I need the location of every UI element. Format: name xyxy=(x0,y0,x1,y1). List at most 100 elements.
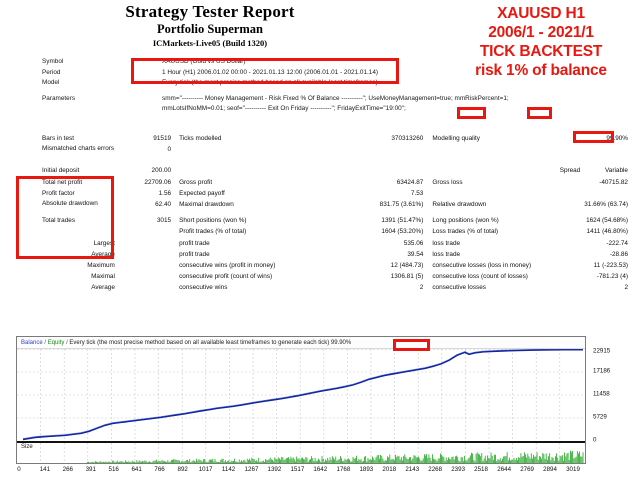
size-bar xyxy=(376,455,378,463)
size-bar xyxy=(87,461,88,463)
size-bar xyxy=(359,460,361,463)
size-bar xyxy=(353,458,355,463)
table-row: Profit trades (% of total) 1604 (53.20%)… xyxy=(0,226,640,237)
size-bar xyxy=(576,451,578,463)
size-bar xyxy=(105,461,107,463)
modelling-quality-value: 99.90% xyxy=(606,135,628,142)
size-bar xyxy=(446,460,448,463)
ticks-modelled-label: Ticks modelled xyxy=(179,135,222,142)
size-bar xyxy=(423,454,425,463)
size-bar xyxy=(122,461,124,463)
size-bar xyxy=(340,456,341,463)
profit-trades-label: Profit trades (% of total) xyxy=(179,228,247,236)
size-bar xyxy=(432,454,433,463)
size-bar xyxy=(184,461,186,463)
size-bar xyxy=(307,461,309,463)
period-value: 1 Hour (H1) 2006.01.02 00:00 - 2021.01.1… xyxy=(162,68,379,76)
long-positions-label: Long positions (won %) xyxy=(432,217,499,225)
size-bar xyxy=(529,458,531,463)
size-bar xyxy=(460,457,462,463)
size-bar xyxy=(430,460,432,463)
size-bar xyxy=(382,458,384,463)
size-bar xyxy=(111,462,112,463)
size-bar xyxy=(120,461,122,463)
test-settings-table: Symbol XAUUSD (Gold vs US Dollar) Period… xyxy=(0,57,640,115)
table-row: Absolute drawdown 62.40 Maximal drawdown… xyxy=(0,199,640,210)
size-bar xyxy=(313,460,315,463)
size-bar xyxy=(351,461,353,463)
x-tick-1768: 1768 xyxy=(336,466,351,473)
size-bar xyxy=(162,461,164,463)
size-bar xyxy=(532,458,533,463)
profit-trades-value: 1604 (53.20%) xyxy=(381,228,424,236)
size-bar xyxy=(558,460,560,463)
size-bar xyxy=(361,461,363,463)
size-bar xyxy=(538,456,540,463)
size-bar xyxy=(399,459,401,463)
size-bar xyxy=(572,450,574,463)
size-bar xyxy=(445,457,447,463)
size-bar xyxy=(222,458,224,463)
legend-model-description: Every tick (the most precise method base… xyxy=(69,339,330,346)
size-bar xyxy=(545,453,547,463)
size-bar xyxy=(258,457,260,463)
size-bar xyxy=(358,458,360,463)
size-bar xyxy=(216,462,218,463)
size-bar xyxy=(139,461,141,463)
size-bar xyxy=(275,458,277,463)
average-consecutive-wins-value: 2 xyxy=(419,284,424,292)
size-bar xyxy=(116,460,118,463)
size-bar xyxy=(480,456,482,463)
size-bar xyxy=(249,458,250,463)
size-bar xyxy=(145,460,147,463)
size-bar xyxy=(254,460,256,463)
size-bar xyxy=(494,454,495,463)
size-bar xyxy=(459,461,461,463)
size-bar xyxy=(341,458,342,463)
size-bar xyxy=(129,461,131,463)
size-bar xyxy=(519,458,521,463)
y-axis: 0 5729 11458 17186 22915 xyxy=(590,348,630,444)
max-consecutive-wins-label: consecutive wins (profit in money) xyxy=(179,262,276,270)
relative-drawdown-value: 31.66% (63.74) xyxy=(584,201,628,209)
loss-trades-label: Loss trades (% of total) xyxy=(432,228,499,236)
size-bar xyxy=(449,458,450,463)
size-bar xyxy=(366,461,368,463)
size-bar xyxy=(180,462,181,463)
size-bar xyxy=(308,459,310,463)
size-bar xyxy=(273,461,275,463)
absolute-drawdown-value: 62.40 xyxy=(155,201,172,209)
size-bar xyxy=(388,457,390,463)
size-bar xyxy=(149,461,150,463)
size-bar xyxy=(233,460,234,463)
size-bar xyxy=(106,462,108,463)
size-bar xyxy=(429,457,431,463)
size-bar xyxy=(141,461,142,463)
average-profit-trade-label: profit trade xyxy=(179,250,210,258)
size-bar xyxy=(571,452,572,463)
largest-group-label: Largest xyxy=(93,239,115,247)
size-bar xyxy=(175,459,177,463)
x-tick-1517: 1517 xyxy=(290,466,305,473)
size-bar xyxy=(533,454,534,463)
x-tick-2894: 2894 xyxy=(543,466,557,473)
size-bar xyxy=(91,461,93,463)
size-bar xyxy=(310,459,311,463)
size-bar xyxy=(300,457,302,463)
size-bar xyxy=(230,460,232,463)
size-bar xyxy=(524,452,525,463)
size-bar xyxy=(405,456,407,463)
parameters-label: Parameters xyxy=(42,94,76,102)
size-bar xyxy=(566,453,568,463)
size-bar xyxy=(103,461,104,463)
size-bar xyxy=(537,459,539,463)
size-bar xyxy=(245,462,247,463)
x-tick-2644: 2644 xyxy=(497,466,512,473)
size-bar xyxy=(438,458,440,463)
size-bar xyxy=(389,454,391,463)
size-bar xyxy=(288,457,289,463)
size-bar xyxy=(336,460,338,463)
size-bar xyxy=(381,455,383,463)
size-bar xyxy=(342,461,344,463)
size-bar xyxy=(97,461,99,463)
